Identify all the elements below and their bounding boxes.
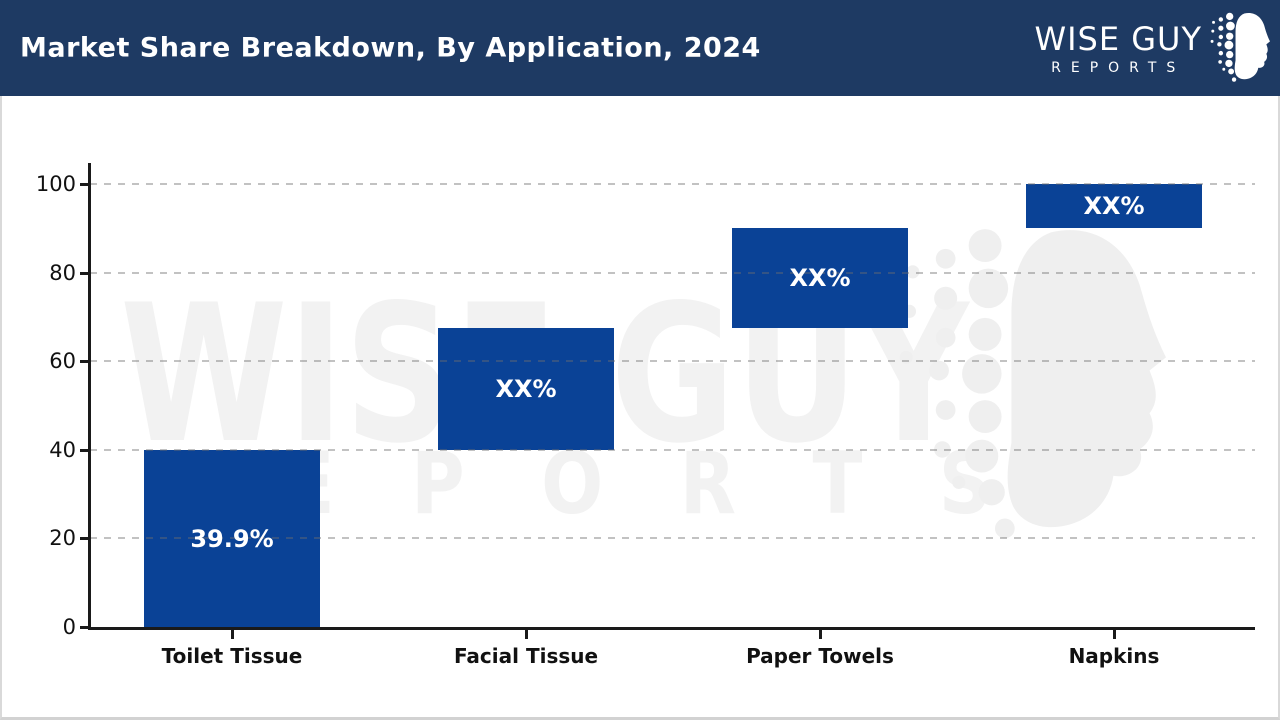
bar-paper-towels [732,228,908,328]
header: Market Share Breakdown, By Application, … [0,0,1280,96]
gridline-60 [90,360,1255,363]
y-tick-20 [80,537,89,541]
brand-logo: WISE GUY REPORTS [1034,11,1270,85]
x-category-label: Paper Towels [746,644,894,668]
bar-value-label: XX% [789,263,851,292]
y-tick-100 [80,183,89,186]
gridline-40 [90,448,1255,451]
bar-napkins [1026,184,1202,229]
y-tick-label: 20 [49,526,76,551]
y-tick-80 [80,271,89,275]
logo-subtitle: REPORTS [1051,60,1186,76]
gridline-20 [90,537,1255,540]
bar-value-label: 39.9% [190,524,274,553]
bar-value-label: XX% [495,374,557,403]
x-category-label: Toilet Tissue [161,644,303,668]
chart-area: WISE GUY R E P O R T S 39.9% XX% XX% XX% 0 20… [0,96,1280,720]
page-title: Market Share Breakdown, By Application, … [20,32,761,64]
y-tick-60 [80,360,89,364]
y-tick-label: 80 [49,260,76,285]
gridline-80 [90,271,1255,274]
x-tick [231,630,234,639]
y-tick-label: 40 [49,437,76,462]
plot: 39.9% XX% XX% XX% 0 20 40 60 80 100 Toilet Tissue F… [2,96,1278,717]
x-category-label: Napkins [1068,644,1160,668]
x-tick [819,630,822,639]
y-axis-spine [88,163,91,630]
y-tick-0 [80,626,89,629]
bar-value-label: XX% [1083,192,1145,221]
y-tick-label: 100 [35,172,76,196]
y-tick-label: 60 [49,349,76,374]
x-tick [525,630,528,639]
y-tick-label: 0 [62,615,76,639]
logo-wordmark: WISE GUY [1034,20,1202,58]
bar-toilet-tissue [144,450,320,627]
gridline-100 [90,183,1255,185]
x-tick [1113,630,1116,639]
x-axis-spine [88,627,1255,630]
x-category-label: Facial Tissue [453,644,599,668]
bar-facial-tissue [438,327,614,451]
y-tick-40 [80,448,89,452]
logo-text: WISE GUY REPORTS [1034,20,1202,76]
wiseguy-head-icon [1204,11,1270,85]
